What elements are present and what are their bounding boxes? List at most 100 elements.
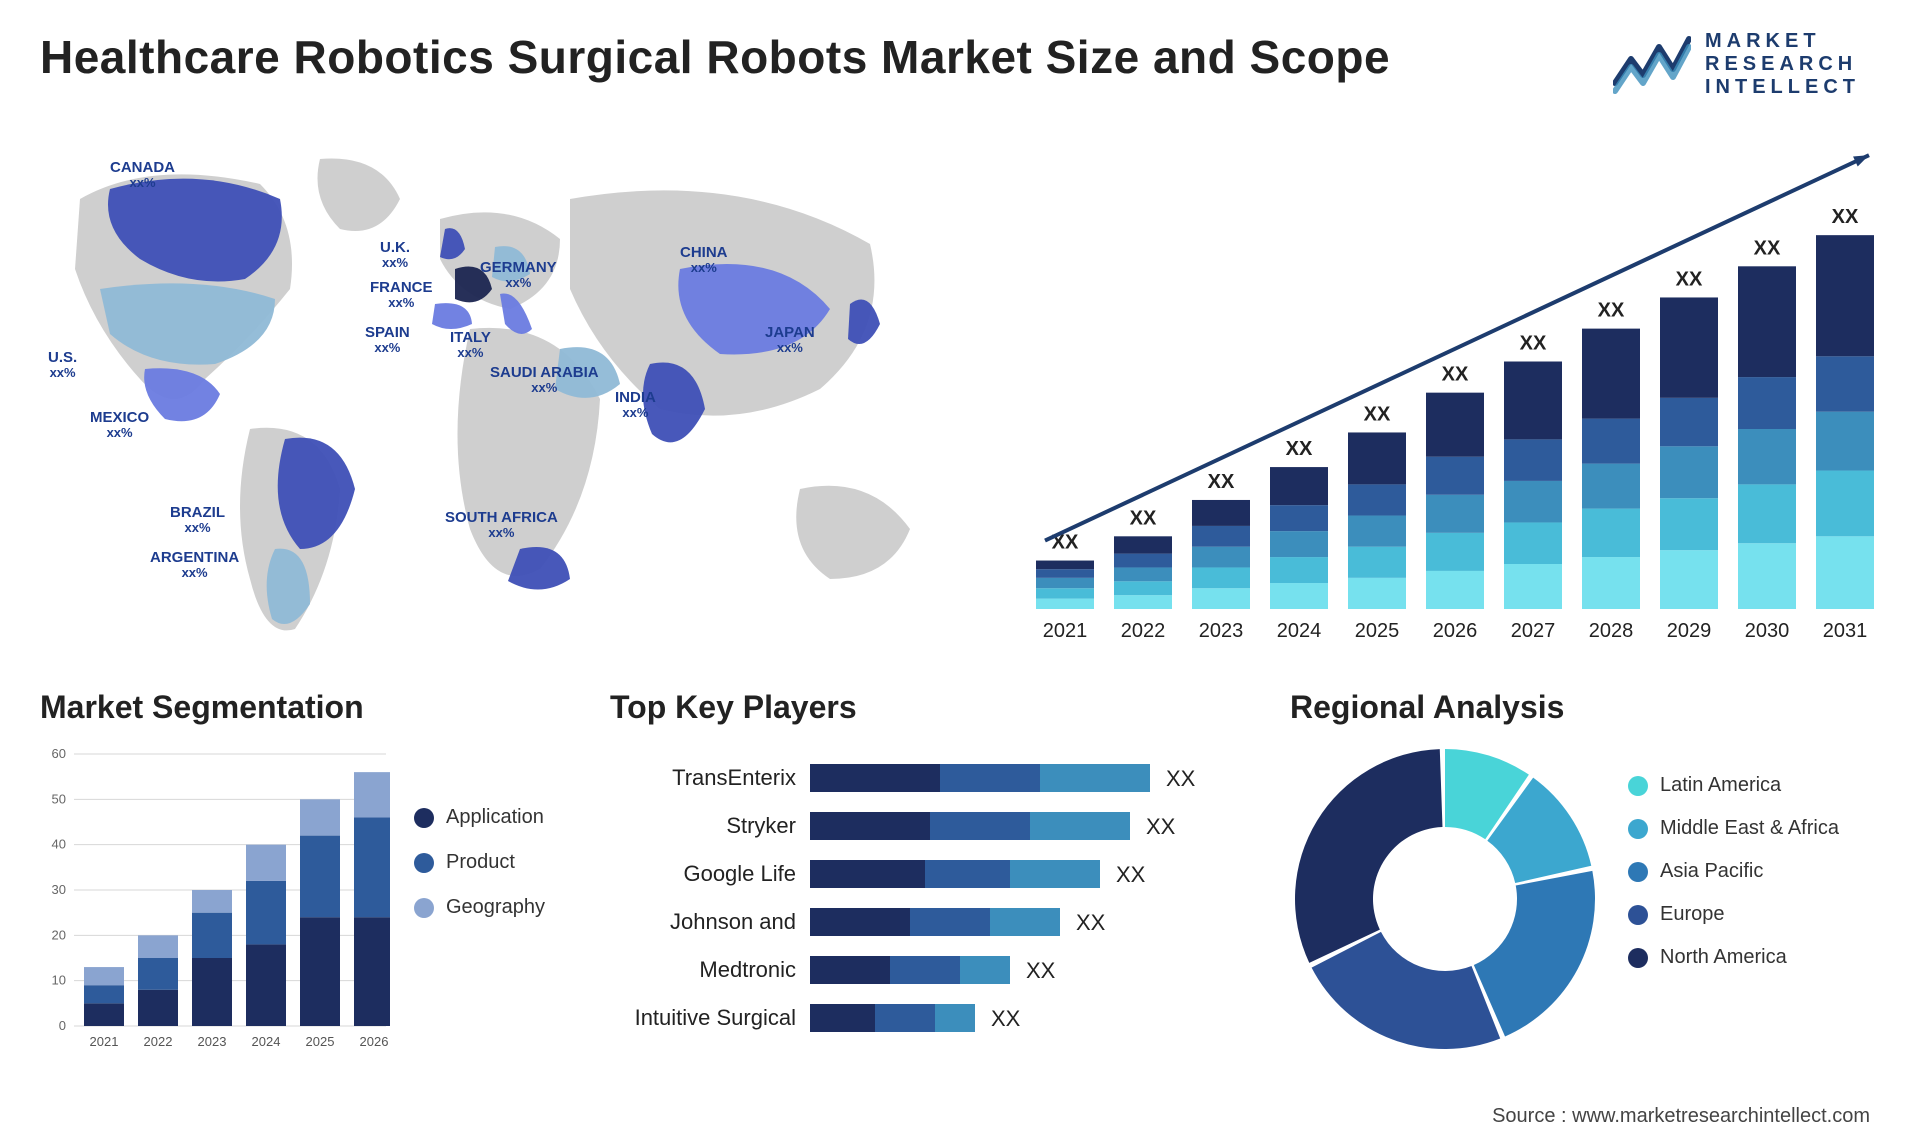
svg-text:Medtronic: Medtronic: [699, 957, 796, 982]
map-country-label: SAUDI ARABIAxx%: [490, 364, 599, 396]
svg-text:XX: XX: [1676, 268, 1703, 290]
legend-swatch: [414, 853, 434, 873]
legend-swatch: [414, 898, 434, 918]
svg-text:2026: 2026: [1433, 620, 1478, 642]
svg-text:XX: XX: [1026, 958, 1056, 983]
svg-text:2025: 2025: [306, 1034, 335, 1049]
players-hbar-chart: TransEnterix XX Stryker XX Google Life XX John…: [610, 744, 1250, 1054]
regional-legend-item: Latin America: [1628, 774, 1880, 797]
world-map-panel: CANADAxx% U.S.xx% MEXICOxx% BRAZILxx% ARGENT…: [40, 129, 970, 649]
svg-text:20: 20: [52, 927, 66, 942]
svg-text:2031: 2031: [1823, 620, 1868, 642]
legend-swatch: [1628, 905, 1648, 925]
map-country-label: GERMANYxx%: [480, 259, 557, 291]
svg-text:2022: 2022: [144, 1034, 173, 1049]
svg-text:XX: XX: [1130, 507, 1157, 529]
svg-text:XX: XX: [1208, 471, 1235, 493]
map-country-label: FRANCExx%: [370, 279, 433, 311]
legend-swatch: [1628, 948, 1648, 968]
legend-label: Asia Pacific: [1660, 860, 1763, 883]
svg-text:2029: 2029: [1667, 620, 1712, 642]
source-url: www.marketresearchintellect.com: [1572, 1105, 1870, 1127]
svg-text:XX: XX: [1166, 766, 1196, 791]
svg-text:2021: 2021: [1043, 620, 1088, 642]
legend-label: Middle East & Africa: [1660, 817, 1839, 840]
svg-text:Johnson and: Johnson and: [670, 909, 796, 934]
map-country-label: SOUTH AFRICAxx%: [445, 509, 558, 541]
segmentation-title: Market Segmentation: [40, 689, 570, 726]
legend-label: Application: [446, 806, 544, 829]
svg-text:2030: 2030: [1745, 620, 1790, 642]
svg-text:30: 30: [52, 882, 66, 897]
svg-text:XX: XX: [1116, 862, 1146, 887]
svg-text:2023: 2023: [1199, 620, 1244, 642]
logo-text-3: INTELLECT: [1705, 76, 1860, 99]
map-country-label: ARGENTINAxx%: [150, 549, 239, 581]
svg-text:Google Life: Google Life: [683, 861, 796, 886]
segmentation-panel: Market Segmentation 0 10 20 30 40 50 60 2021 202…: [40, 689, 570, 1126]
svg-text:XX: XX: [1520, 333, 1547, 355]
svg-text:2027: 2027: [1511, 620, 1556, 642]
regional-legend-item: Asia Pacific: [1628, 860, 1880, 883]
segmentation-legend: Application Product Geography: [414, 744, 570, 1054]
regional-legend: Latin America Middle East & Africa Asia Pa…: [1628, 744, 1880, 989]
source-prefix: Source :: [1492, 1105, 1572, 1127]
svg-text:2022: 2022: [1121, 620, 1166, 642]
source-credit: Source : www.marketresearchintellect.com: [1492, 1105, 1870, 1128]
map-country-label: SPAINxx%: [365, 324, 410, 356]
map-country-label: U.K.xx%: [380, 239, 410, 271]
map-country-label: CANADAxx%: [110, 159, 175, 191]
segmentation-bar-chart: 0102030405060202120222023202420252026: [40, 744, 390, 1054]
svg-text:2024: 2024: [1277, 620, 1322, 642]
svg-text:40: 40: [52, 837, 66, 852]
regional-legend-item: North America: [1628, 946, 1880, 969]
legend-label: Latin America: [1660, 774, 1781, 797]
legend-swatch: [1628, 776, 1648, 796]
svg-text:XX: XX: [1754, 237, 1781, 259]
regional-donut-chart: [1290, 744, 1600, 1054]
regional-panel: Regional Analysis Latin America Middle Ea…: [1290, 689, 1880, 1126]
legend-label: Geography: [446, 896, 545, 919]
svg-text:Stryker: Stryker: [726, 813, 796, 838]
logo-text-2: RESEARCH: [1705, 53, 1860, 76]
svg-text:2025: 2025: [1355, 620, 1400, 642]
svg-text:2023: 2023: [198, 1034, 227, 1049]
svg-text:XX: XX: [1832, 206, 1859, 228]
legend-swatch: [1628, 862, 1648, 882]
svg-text:2021: 2021: [90, 1034, 119, 1049]
svg-text:Intuitive Surgical: Intuitive Surgical: [635, 1005, 796, 1030]
logo-icon: [1613, 35, 1691, 95]
page-title: Healthcare Robotics Surgical Robots Mark…: [40, 30, 1390, 84]
svg-text:0: 0: [59, 1018, 66, 1033]
svg-text:50: 50: [52, 791, 66, 806]
regional-legend-item: Middle East & Africa: [1628, 817, 1880, 840]
regional-legend-item: Europe: [1628, 903, 1880, 926]
map-country-label: BRAZILxx%: [170, 504, 225, 536]
legend-swatch: [1628, 819, 1648, 839]
regional-title: Regional Analysis: [1290, 689, 1880, 726]
svg-text:10: 10: [52, 973, 66, 988]
players-title: Top Key Players: [610, 689, 1250, 726]
map-country-label: ITALYxx%: [450, 329, 491, 361]
svg-text:XX: XX: [1286, 438, 1313, 460]
segmentation-legend-item: Application: [414, 806, 570, 829]
svg-text:60: 60: [52, 746, 66, 761]
svg-text:XX: XX: [1442, 364, 1469, 386]
svg-text:XX: XX: [1598, 300, 1625, 322]
map-country-label: MEXICOxx%: [90, 409, 149, 441]
legend-swatch: [414, 808, 434, 828]
svg-text:TransEnterix: TransEnterix: [672, 765, 796, 790]
growth-chart-panel: XX 2021 XX 2022 XX 2023 XX 2024 XX 2025 XX 2026 XX 20…: [1000, 129, 1880, 649]
map-country-label: INDIAxx%: [615, 389, 656, 421]
svg-text:XX: XX: [1364, 403, 1391, 425]
legend-label: Product: [446, 851, 515, 874]
svg-text:XX: XX: [1076, 910, 1106, 935]
svg-text:2026: 2026: [360, 1034, 389, 1049]
players-panel: Top Key Players TransEnterix XX Stryker XX G…: [610, 689, 1250, 1126]
brand-logo: MARKET RESEARCH INTELLECT: [1613, 30, 1860, 99]
map-country-label: U.S.xx%: [48, 349, 77, 381]
segmentation-legend-item: Product: [414, 851, 570, 874]
segmentation-legend-item: Geography: [414, 896, 570, 919]
svg-text:XX: XX: [1146, 814, 1176, 839]
legend-label: North America: [1660, 946, 1787, 969]
